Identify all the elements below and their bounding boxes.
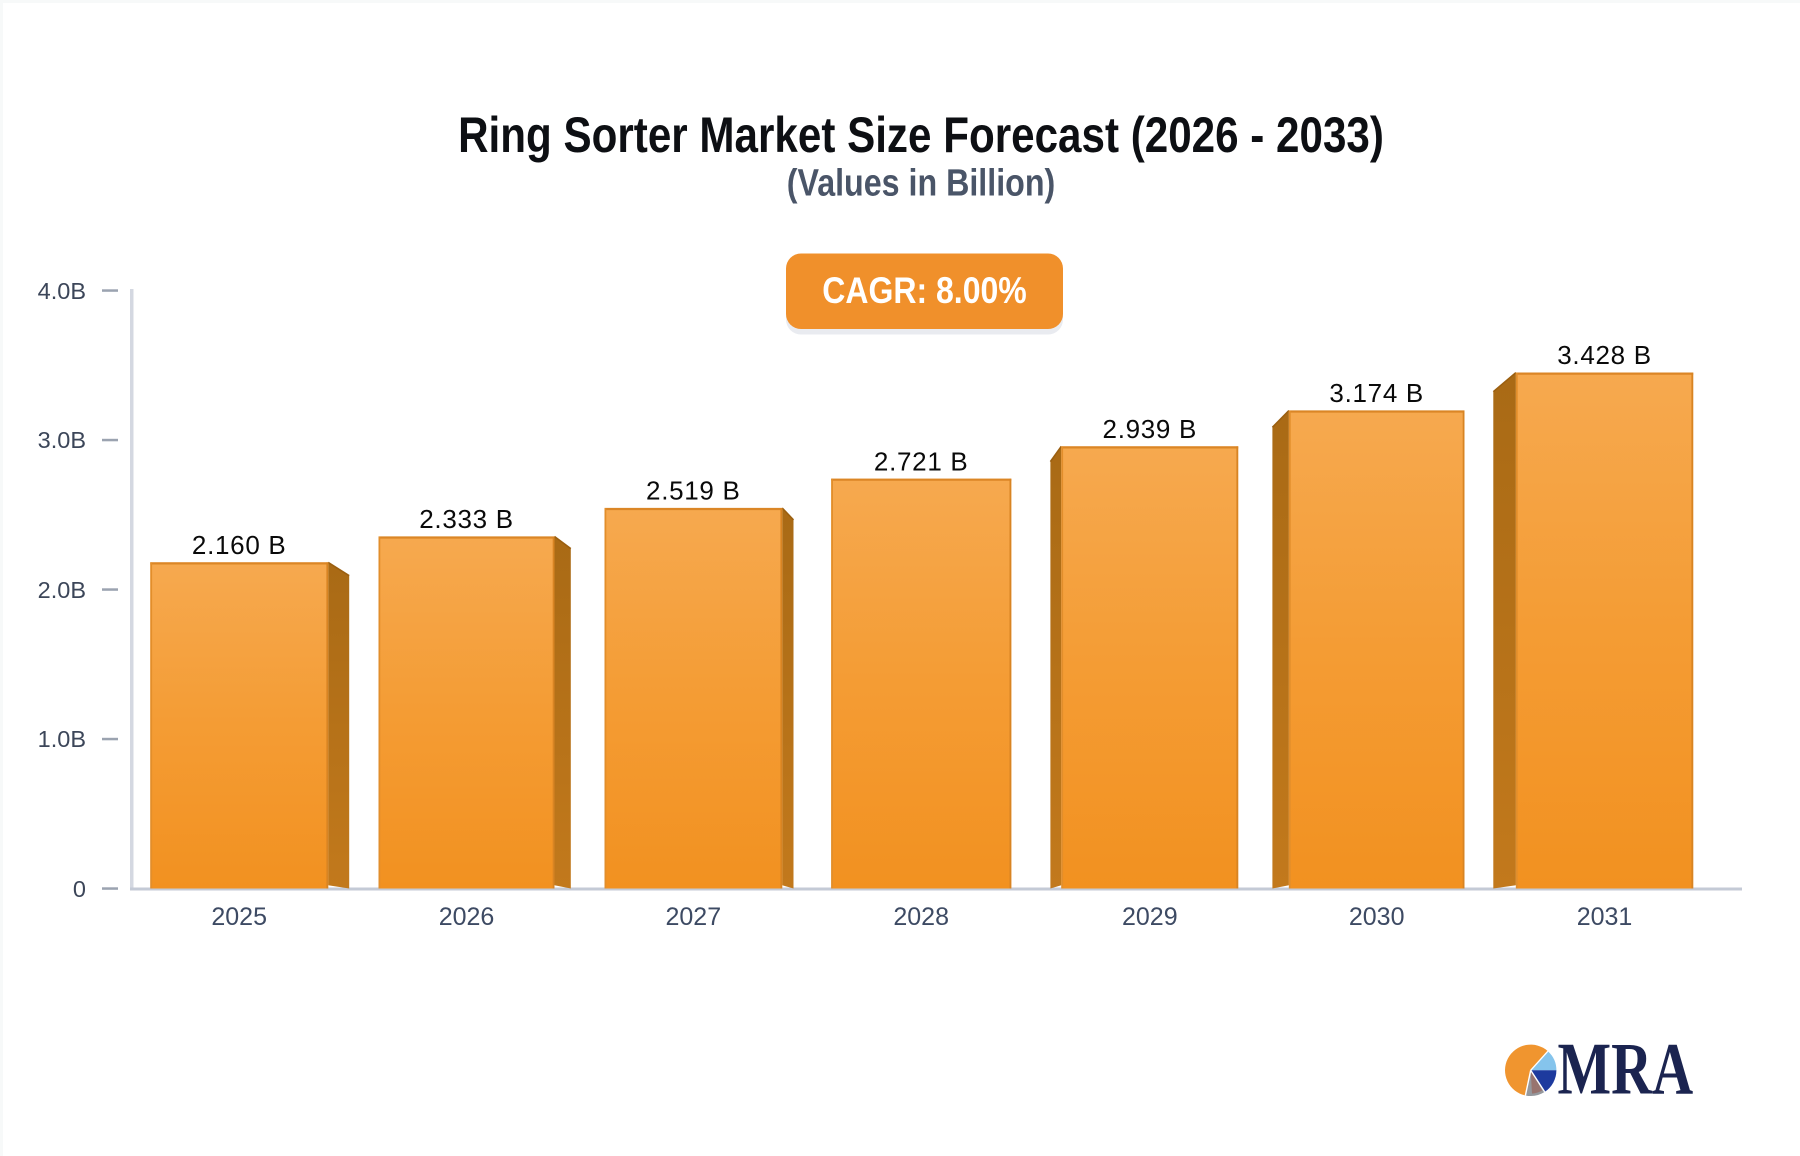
svg-text:2030: 2030	[1349, 903, 1405, 931]
svg-text:2.0B: 2.0B	[38, 577, 86, 603]
svg-text:3.428 B: 3.428 B	[1557, 340, 1652, 370]
svg-text:2031: 2031	[1577, 903, 1633, 931]
svg-text:1.0B: 1.0B	[38, 726, 86, 752]
svg-text:2025: 2025	[211, 903, 267, 931]
svg-text:3.0B: 3.0B	[38, 427, 86, 453]
svg-text:Ring Sorter Market Size Foreca: Ring Sorter Market Size Forecast (2026 -…	[458, 107, 1384, 163]
svg-text:2028: 2028	[893, 903, 949, 931]
svg-text:2.721 B: 2.721 B	[874, 446, 969, 476]
svg-text:2.939 B: 2.939 B	[1103, 414, 1198, 444]
svg-text:(Values in Billion): (Values in Billion)	[787, 162, 1055, 204]
svg-text:2029: 2029	[1122, 903, 1178, 931]
svg-text:CAGR: 8.00%: CAGR: 8.00%	[822, 271, 1026, 312]
svg-text:2.519 B: 2.519 B	[646, 476, 741, 506]
svg-text:4.0B: 4.0B	[38, 278, 86, 304]
svg-text:2.160 B: 2.160 B	[192, 530, 287, 560]
svg-text:2027: 2027	[665, 903, 721, 931]
svg-text:3.174 B: 3.174 B	[1329, 378, 1424, 408]
svg-text:MRA: MRA	[1558, 1028, 1694, 1110]
svg-text:2.333 B: 2.333 B	[419, 504, 514, 534]
svg-text:0: 0	[73, 876, 86, 902]
svg-text:2026: 2026	[439, 903, 495, 931]
